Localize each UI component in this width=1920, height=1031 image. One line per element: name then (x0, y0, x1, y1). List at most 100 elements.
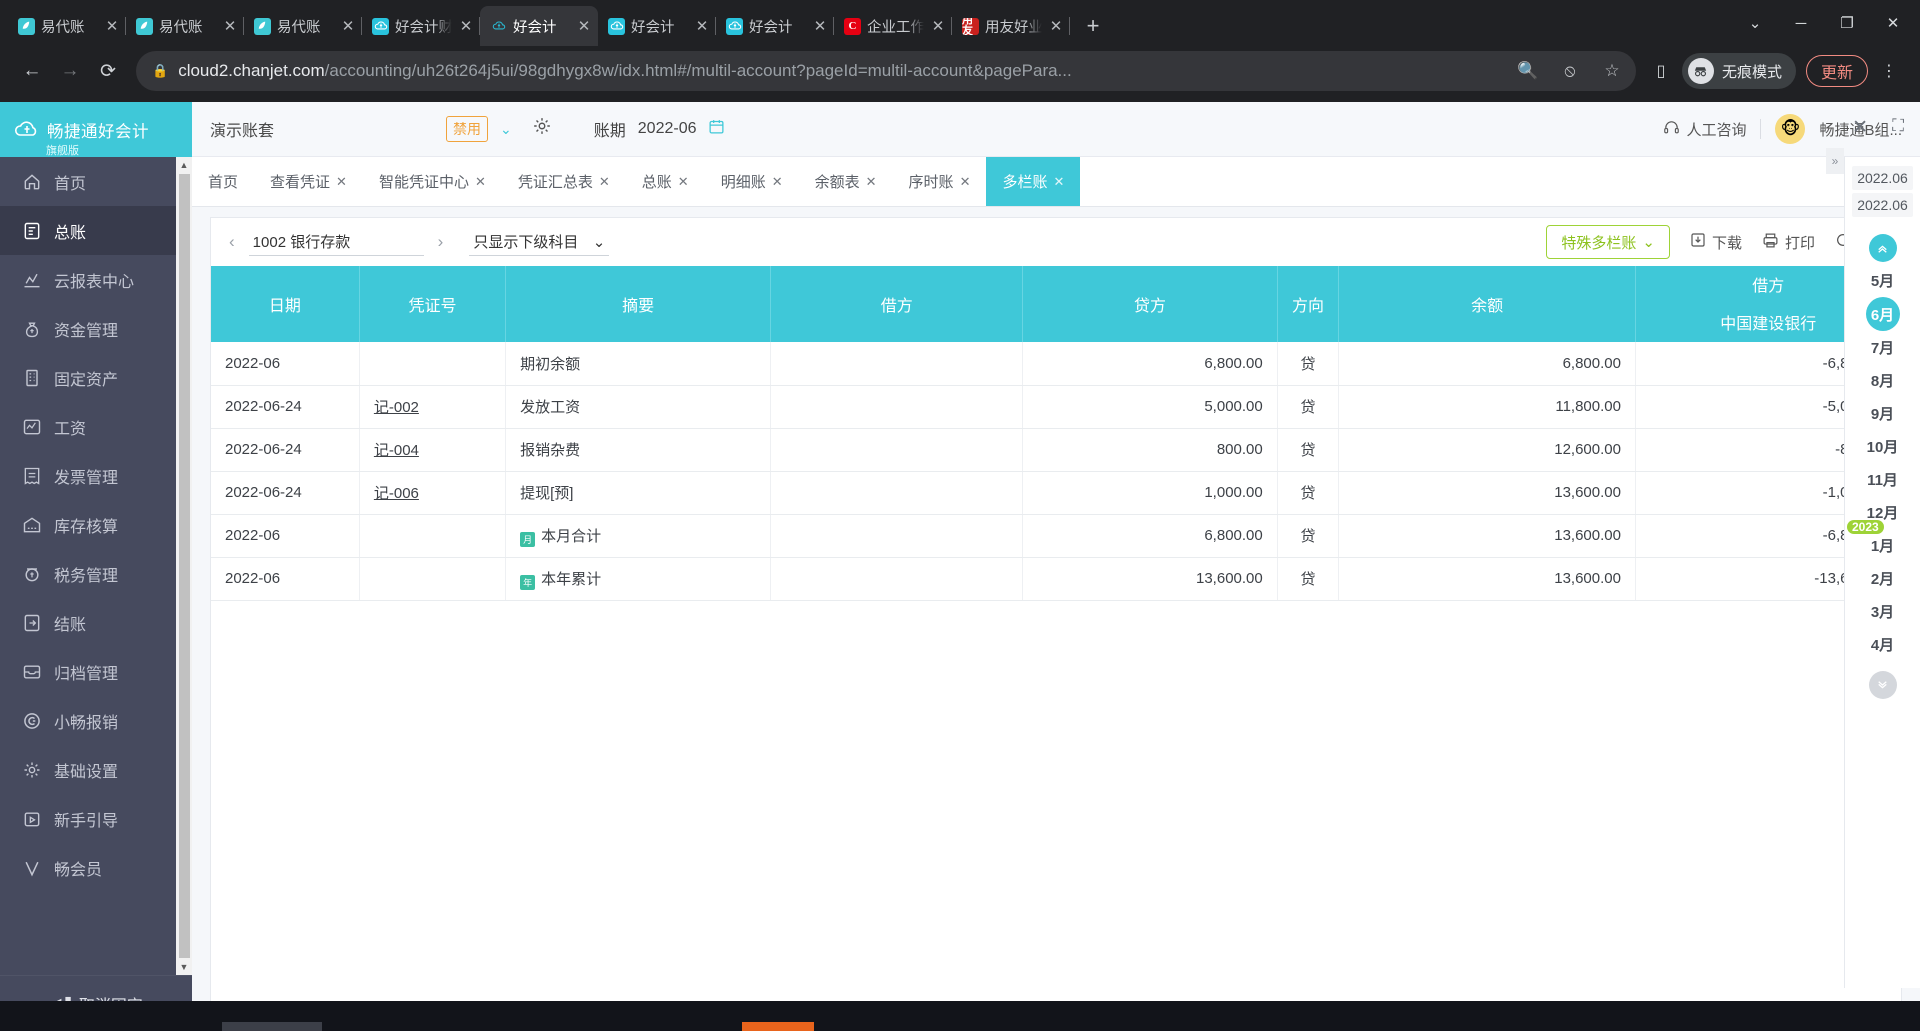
app-tab-close-icon[interactable]: ✕ (474, 173, 486, 189)
sidebar-item-building[interactable]: 固定资产 (0, 353, 192, 402)
special-multicolumn-button[interactable]: 特殊多栏账 ⌄ (1546, 225, 1670, 259)
next-account-button[interactable]: › (437, 232, 444, 251)
app-tab-close-icon[interactable]: ✕ (598, 173, 610, 189)
sidebar-item-vip[interactable]: 畅会员 (0, 843, 192, 892)
month-option[interactable]: 9月 (1845, 397, 1920, 430)
sidebar-item-guide[interactable]: 新手引导 (0, 794, 192, 843)
tab-search-icon[interactable]: ⌄ (1748, 15, 1762, 32)
scroll-down-icon[interactable]: ▼ (179, 962, 189, 972)
tab-余额表[interactable]: 余额表 ✕ (799, 157, 893, 206)
support-link[interactable]: 人工咨询 (1663, 119, 1746, 140)
app-tab-close-icon[interactable]: ✕ (959, 173, 971, 189)
tab-首页[interactable]: 首页 (192, 157, 254, 206)
tab-明细账[interactable]: 明细账 ✕ (705, 157, 799, 206)
sidebar-item-checkout[interactable]: 结账 (0, 598, 192, 647)
app-tab-close-icon[interactable]: ✕ (677, 173, 689, 189)
month-option[interactable]: 2023 1月 (1845, 520, 1920, 562)
address-bar[interactable]: 🔒 cloud2.chanjet.com/accounting/uh26t264… (136, 51, 1636, 91)
tab-智能凭证中心[interactable]: 智能凭证中心 ✕ (363, 157, 502, 206)
browser-tab[interactable]: 好会计财 ✕ (362, 6, 480, 46)
app-tab-close-icon[interactable]: ✕ (336, 173, 347, 189)
scroll-up-icon[interactable]: ▲ (179, 160, 189, 170)
sidebar-item-gear[interactable]: 基础设置 (0, 745, 192, 794)
settings-gear-icon[interactable] (532, 116, 552, 142)
fullscreen-icon[interactable]: ⛶ (1892, 116, 1904, 135)
avatar[interactable]: 🐵 (1775, 114, 1806, 144)
browser-tab-close-icon[interactable]: ✕ (577, 17, 591, 35)
month-option[interactable]: 7月 (1845, 331, 1920, 364)
tab-总账[interactable]: 总账 ✕ (626, 157, 705, 206)
reload-icon[interactable]: ⟳ (100, 60, 116, 82)
month-option[interactable]: 12月 (1845, 496, 1920, 529)
column-header[interactable]: 余额 (1338, 266, 1636, 342)
tab-凭证汇总表[interactable]: 凭证汇总表 ✕ (502, 157, 626, 206)
scrollbar-thumb[interactable] (178, 174, 190, 958)
sidebar-item-invoice[interactable]: 发票管理 (0, 451, 192, 500)
browser-tab[interactable]: 易代账 ✕ (8, 6, 126, 46)
month-option[interactable]: 2月 (1845, 562, 1920, 595)
month-option[interactable]: 6月 (1865, 297, 1900, 331)
browser-tab[interactable]: C 企业工作 ✕ (834, 6, 952, 46)
side-panel-icon[interactable]: ▯ (1656, 63, 1666, 80)
sidebar-item-tax[interactable]: 税务管理 (0, 549, 192, 598)
sidebar-item-money-bag[interactable]: 资金管理 (0, 304, 192, 353)
new-tab-button[interactable]: + (1086, 13, 1100, 38)
tab-序时账[interactable]: 序时账 ✕ (893, 157, 987, 206)
browser-menu-icon[interactable]: ⋮ (1881, 63, 1897, 80)
app-tab-close-icon[interactable]: ✕ (1053, 173, 1065, 189)
scroll-up-months-button[interactable] (1868, 234, 1897, 262)
month-option[interactable]: 3月 (1845, 595, 1920, 628)
sidebar-item-payroll[interactable]: 工资 (0, 402, 192, 451)
zoom-search-icon[interactable]: 🔍 (1517, 61, 1539, 80)
browser-tab[interactable]: 好会计 ✕ (716, 6, 834, 46)
sidebar-item-ledger[interactable]: 总账 (0, 206, 192, 255)
period-value[interactable]: 2022-06 (637, 120, 697, 137)
tab-查看凭证[interactable]: 查看凭证 ✕ (254, 157, 363, 206)
sidebar-item-home[interactable]: 首页 (0, 157, 192, 206)
browser-tab[interactable]: 易代账 ✕ (244, 6, 362, 46)
incognito-badge[interactable]: 无痕模式 (1681, 53, 1796, 89)
column-header[interactable]: 贷方 (1022, 266, 1278, 342)
column-header[interactable]: 摘要 (505, 266, 772, 342)
collapse-month-panel-button[interactable]: » (1826, 148, 1844, 174)
table-row[interactable]: 2022-06-24记-002发放工资5,000.00贷11,800.00-5,… (211, 385, 1901, 429)
column-header[interactable]: 方向 (1277, 266, 1340, 342)
sidebar-item-archive[interactable]: 归档管理 (0, 647, 192, 696)
browser-tab-close-icon[interactable]: ✕ (695, 17, 709, 35)
update-button[interactable]: 更新 (1805, 55, 1868, 87)
bookmark-star-icon[interactable]: ☆ (1604, 61, 1620, 80)
browser-tab[interactable]: 好会计 ✕ (598, 6, 716, 46)
browser-tab-close-icon[interactable]: ✕ (931, 17, 945, 35)
taskbar-window-1[interactable] (222, 1022, 322, 1031)
taskbar-window-2[interactable] (742, 1022, 814, 1031)
browser-tab[interactable]: 用友 用友好业 ✕ (952, 6, 1070, 46)
browser-tab-close-icon[interactable]: ✕ (459, 17, 473, 35)
month-option[interactable]: 5月 (1845, 264, 1920, 297)
table-row[interactable]: 2022-06-24记-004报销杂费800.00贷12,600.00-800.… (211, 428, 1901, 472)
voucher-link[interactable]: 记-002 (373, 399, 419, 416)
month-option[interactable]: 10月 (1845, 430, 1920, 463)
account-input[interactable]: 1002 银行存款 (248, 228, 424, 256)
voucher-link[interactable]: 记-006 (373, 485, 419, 502)
print-button[interactable]: 打印 (1762, 232, 1815, 253)
close-window-button[interactable]: ✕ (1886, 15, 1900, 32)
browser-tab-close-icon[interactable]: ✕ (1049, 17, 1063, 35)
sidebar-item-warehouse[interactable]: 库存核算 (0, 500, 192, 549)
user-name[interactable]: 畅捷通B组... (1819, 121, 1902, 139)
eye-off-icon[interactable]: ⦸ (1564, 61, 1576, 80)
table-row[interactable]: 2022-06-24记-006提现[预]1,000.00贷13,600.00-1… (211, 471, 1901, 515)
app-tab-close-icon[interactable]: ✕ (771, 173, 783, 189)
subject-filter-select[interactable]: 只显示下级科目 ⌄ (469, 228, 610, 256)
scroll-down-months-button[interactable] (1868, 671, 1897, 699)
column-header[interactable]: 日期 (211, 266, 360, 342)
back-icon[interactable]: ← (22, 60, 42, 81)
column-header[interactable]: 借方 (770, 266, 1024, 342)
app-tab-close-icon[interactable]: ✕ (865, 173, 877, 189)
browser-tab-close-icon[interactable]: ✕ (105, 17, 119, 35)
column-header[interactable]: 凭证号 (359, 266, 507, 342)
voucher-link[interactable]: 记-004 (373, 442, 419, 459)
range-end[interactable]: 2022.06 (1852, 193, 1913, 217)
month-option[interactable]: 4月 (1845, 628, 1920, 661)
